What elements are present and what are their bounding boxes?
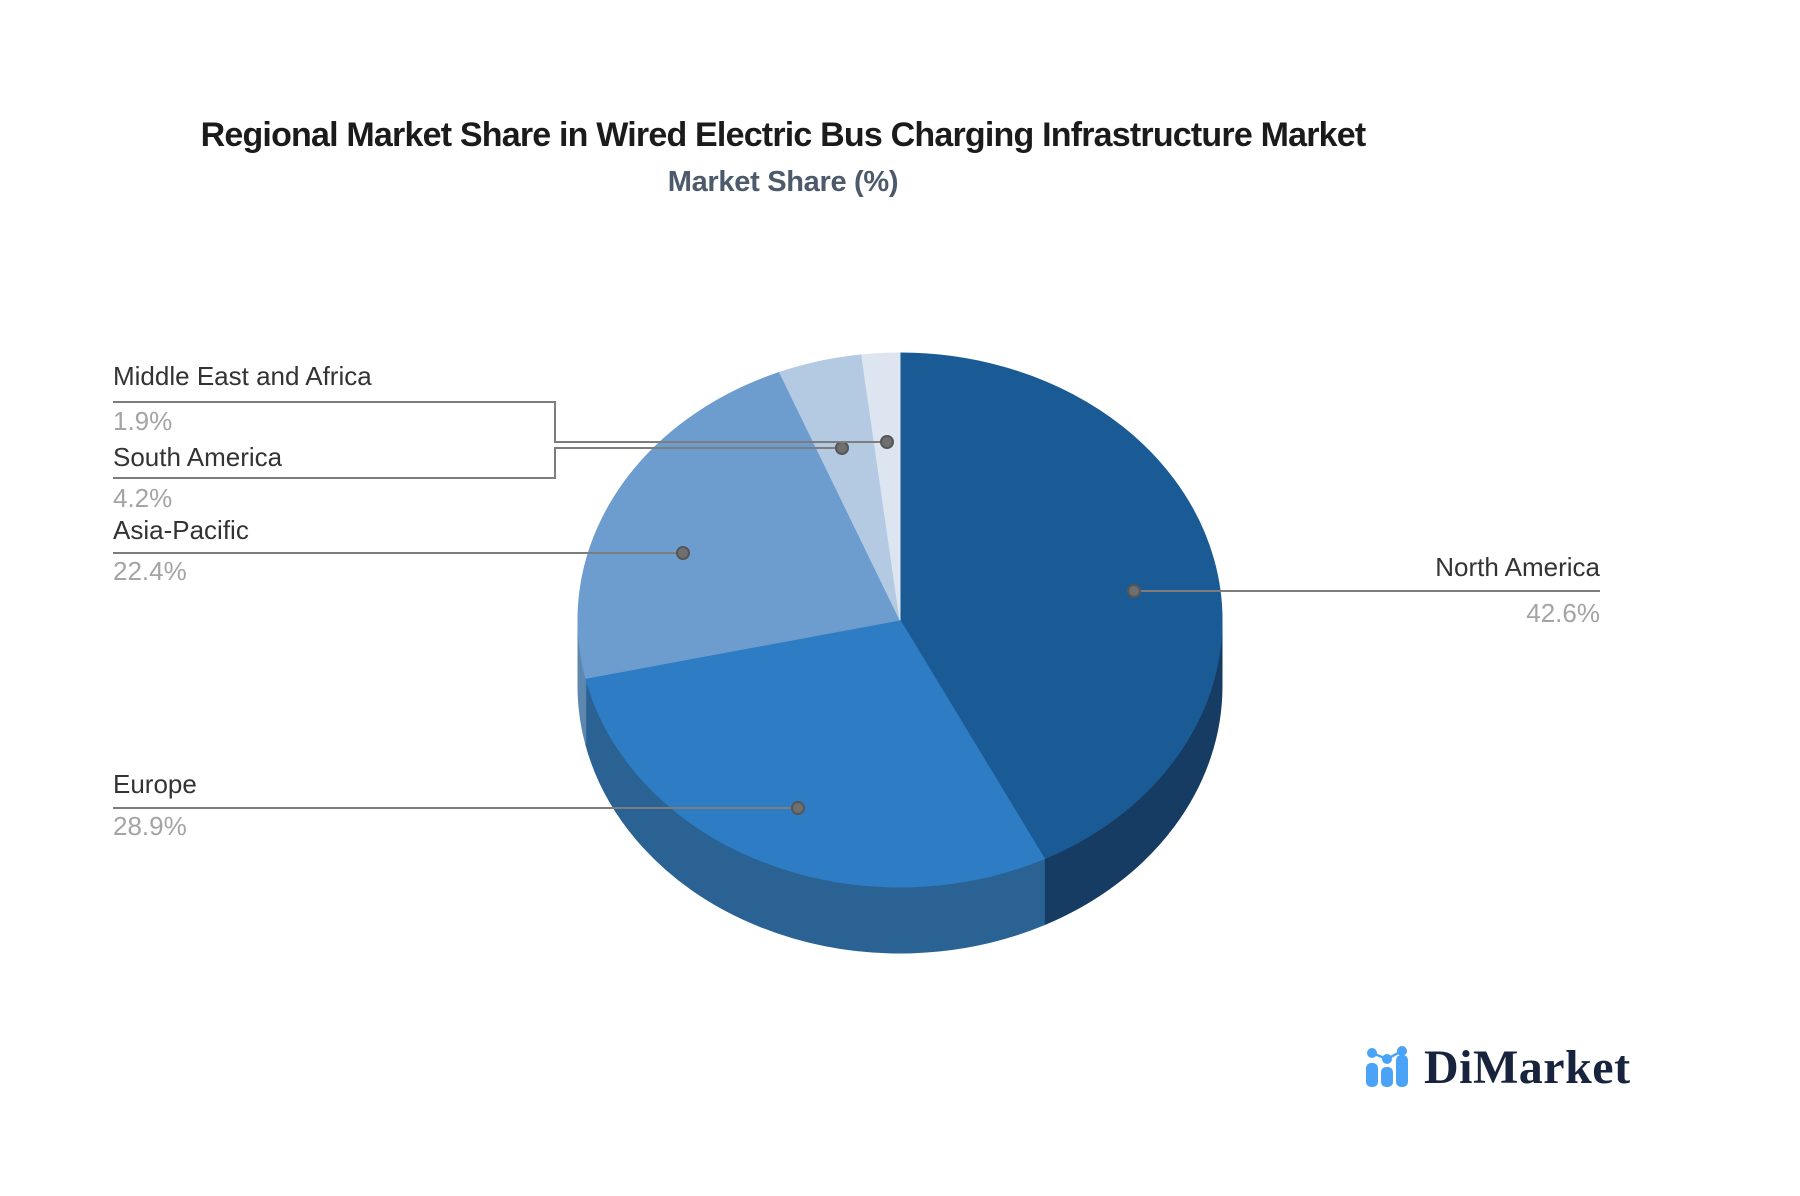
slice-percentage: 22.4% — [113, 556, 187, 586]
logo-bar — [1381, 1067, 1393, 1087]
slice-name: Middle East and Africa — [113, 361, 372, 391]
leader-dot — [835, 441, 849, 455]
slice-percentage: 42.6% — [1526, 598, 1600, 628]
leader-dot — [1127, 584, 1141, 598]
slice-name: Asia-Pacific — [113, 515, 249, 545]
slice-value-europe: 28.9% — [113, 813, 187, 839]
leader-line — [113, 447, 842, 479]
brand-logo-text: DiMarket — [1424, 1041, 1631, 1094]
slice-label-north-america: North America — [1435, 554, 1600, 580]
slice-percentage: 1.9% — [113, 406, 173, 436]
leader-dot — [676, 546, 690, 560]
slice-label-asia-pacific: Asia-Pacific — [113, 517, 249, 543]
pie-slice-north-america[interactable] — [899, 352, 1223, 860]
pie-slice-europe[interactable] — [585, 619, 1046, 888]
logo-dot — [1397, 1046, 1407, 1056]
logo-dot — [1382, 1054, 1392, 1064]
slice-name: North America — [1435, 552, 1600, 582]
leader-dot — [880, 435, 894, 449]
slice-label-middle-east-and-africa: Middle East and Africa — [113, 363, 372, 389]
slice-value-south-america: 4.2% — [113, 485, 172, 511]
logo-bar — [1396, 1055, 1408, 1087]
slice-name: Europe — [113, 769, 197, 799]
chart-subtitle: Market Share (%) — [667, 166, 899, 198]
logo-dot — [1367, 1048, 1377, 1058]
logo-bar — [1366, 1063, 1378, 1087]
slice-value-middle-east-and-africa: 1.9% — [113, 408, 172, 434]
slice-value-north-america: 42.6% — [1526, 600, 1600, 626]
slice-percentage: 4.2% — [113, 483, 173, 513]
slice-label-south-america: South America — [113, 444, 282, 470]
brand-logo: DiMarket — [1366, 1038, 1631, 1092]
slice-name: South America — [113, 442, 283, 472]
bar-chart-logo-icon — [1366, 1046, 1408, 1087]
slice-label-europe: Europe — [113, 771, 197, 797]
chart-title: Regional Market Share in Wired Electric … — [200, 116, 1367, 154]
slice-value-asia-pacific: 22.4% — [113, 558, 187, 584]
pie-slice-middle-east-and-africa[interactable] — [861, 352, 901, 621]
slice-percentage: 28.9% — [113, 811, 187, 841]
leader-line — [113, 401, 887, 443]
leader-dot — [791, 801, 805, 815]
